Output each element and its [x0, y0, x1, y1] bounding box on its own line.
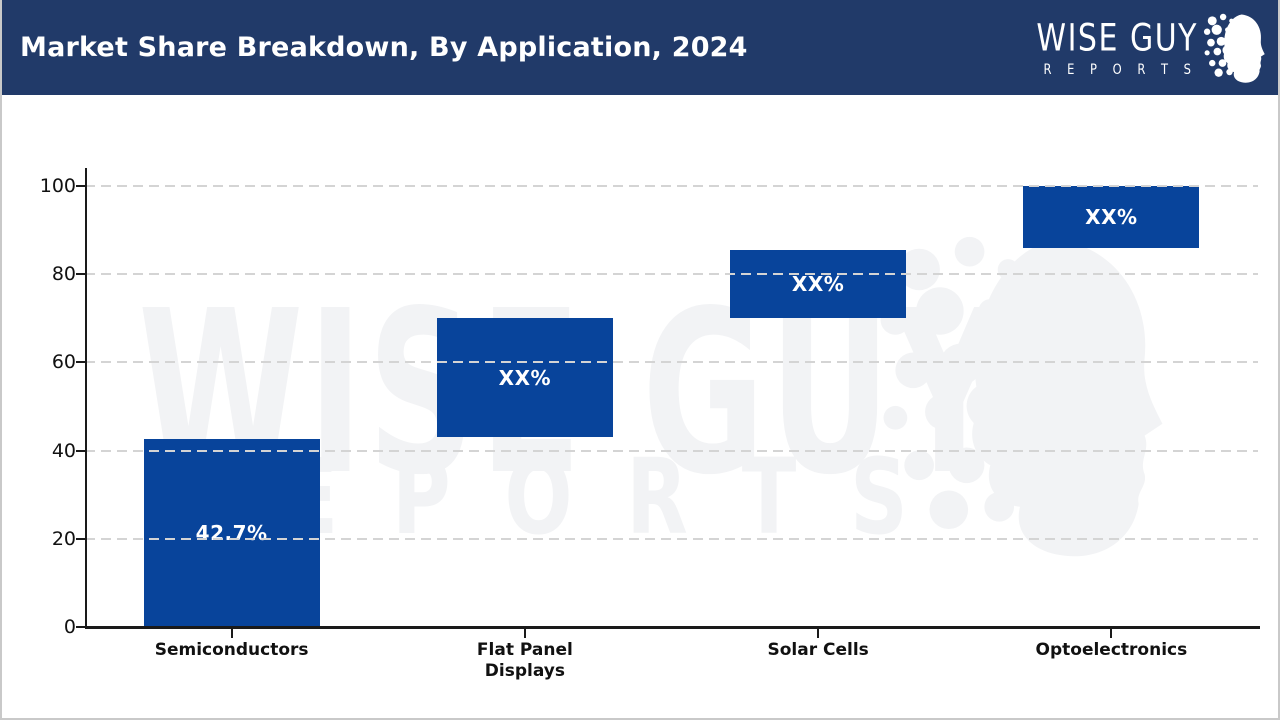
y-axis-line — [85, 168, 87, 627]
logo-subtitle: R E P O R T S — [1043, 60, 1197, 79]
bar-semiconductors: 42.7% — [143, 438, 320, 627]
x-tick-mark — [817, 629, 820, 638]
bar-solar-cells: XX% — [730, 249, 907, 319]
y-tick-label: 100 — [39, 175, 76, 197]
x-tick-mark — [1110, 629, 1113, 638]
x-axis-line — [85, 626, 1260, 629]
y-tick-label: 80 — [51, 263, 76, 286]
gridline-40 — [85, 449, 1258, 452]
x-tick-mark — [230, 629, 233, 638]
x-category-label: Optoelectronics — [1035, 640, 1188, 660]
y-tick-label: 20 — [51, 527, 76, 550]
y-tick-label: 40 — [51, 439, 76, 462]
bar-value-label: XX% — [498, 365, 552, 390]
x-category-label: Solar Cells — [767, 640, 869, 660]
watermark-head-profile-icon — [880, 236, 1163, 557]
dotted-head-profile-icon — [1203, 13, 1265, 83]
y-tick-label: 60 — [51, 351, 76, 374]
y-tick-mark — [76, 449, 85, 452]
y-tick-mark — [76, 626, 85, 628]
y-tick-mark — [76, 537, 85, 540]
bar-value-label: XX% — [791, 272, 845, 297]
x-category-label: Flat Panel Displays — [476, 640, 573, 682]
x-tick-mark — [523, 629, 526, 638]
y-tick-mark — [76, 361, 85, 364]
gridline-60 — [85, 361, 1258, 364]
gridline-20 — [85, 537, 1258, 540]
gridline-80 — [85, 273, 1258, 276]
chart-title: Market Share Breakdown, By Application, … — [20, 32, 748, 63]
gridline-100 — [85, 185, 1258, 187]
wise-guy-reports-logo: WISE GUY R E P O R T S — [1036, 6, 1266, 92]
bar-optoelectronics: XX% — [1023, 186, 1200, 248]
logo-wordmark: WISE GUY — [1036, 16, 1198, 61]
y-tick-label: 0 — [63, 616, 76, 638]
logo-text: WISE GUY R E P O R T S — [1036, 16, 1198, 79]
x-category-label: Semiconductors — [154, 640, 309, 660]
y-tick-mark — [76, 185, 85, 187]
y-tick-mark — [76, 273, 85, 276]
bar-flat-panel-displays: XX% — [436, 318, 613, 438]
bar-value-label: XX% — [1085, 204, 1138, 229]
header-bar: Market Share Breakdown, By Application, … — [0, 0, 1280, 95]
bar-value-label: 42.7% — [195, 520, 268, 545]
